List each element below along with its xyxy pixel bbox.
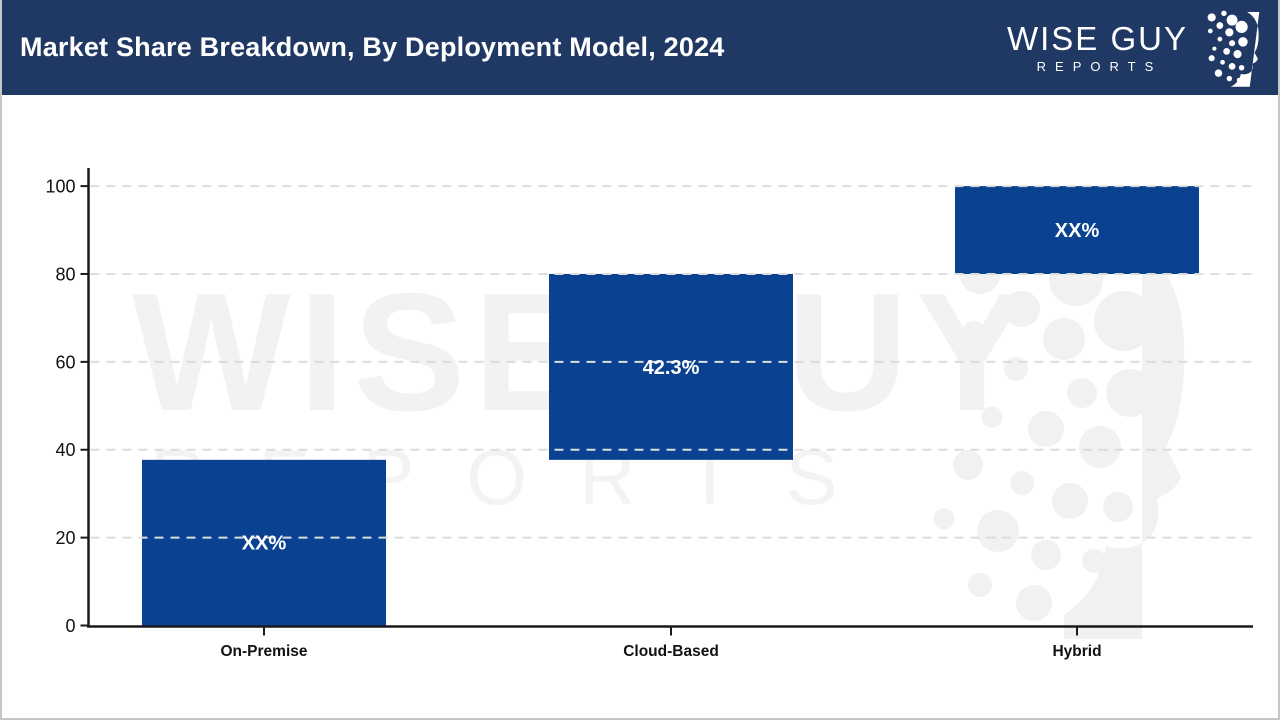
header-bar: Market Share Breakdown, By Deployment Mo… [0, 0, 1280, 95]
x-axis-category-label: Cloud-Based [623, 643, 719, 660]
page-title: Market Share Breakdown, By Deployment Mo… [20, 32, 725, 62]
x-axis-category-label: On-Premise [220, 643, 307, 660]
bar-on-premise [142, 459, 386, 626]
logo-wordmark: WISE GUY [1006, 19, 1188, 57]
x-axis-category-label: Hybrid [1052, 643, 1101, 660]
bar-value-label: XX% [242, 533, 287, 555]
y-axis-tick-label: 40 [55, 440, 75, 460]
frame-bottom [0, 718, 1280, 720]
y-axis-tick-label: 60 [55, 352, 75, 372]
logo-subtext: REPORTS [1036, 58, 1163, 74]
logo-text: WISE GUY REPORTS [1007, 22, 1188, 74]
bar-value-label: 42.3% [643, 357, 700, 379]
bar-cloud-based [549, 273, 793, 460]
brand-logo: WISE GUY REPORTS [1007, 9, 1262, 87]
logo-face-icon [1207, 10, 1260, 87]
frame-left [0, 0, 2, 720]
y-axis-tick-label: 80 [55, 264, 75, 284]
bar-value-label: XX% [1055, 220, 1100, 242]
frame-right [1278, 0, 1280, 720]
y-axis-tick-label: 100 [45, 177, 75, 197]
y-axis-tick-label: 20 [55, 528, 75, 548]
y-axis-tick-label: 0 [65, 616, 75, 636]
